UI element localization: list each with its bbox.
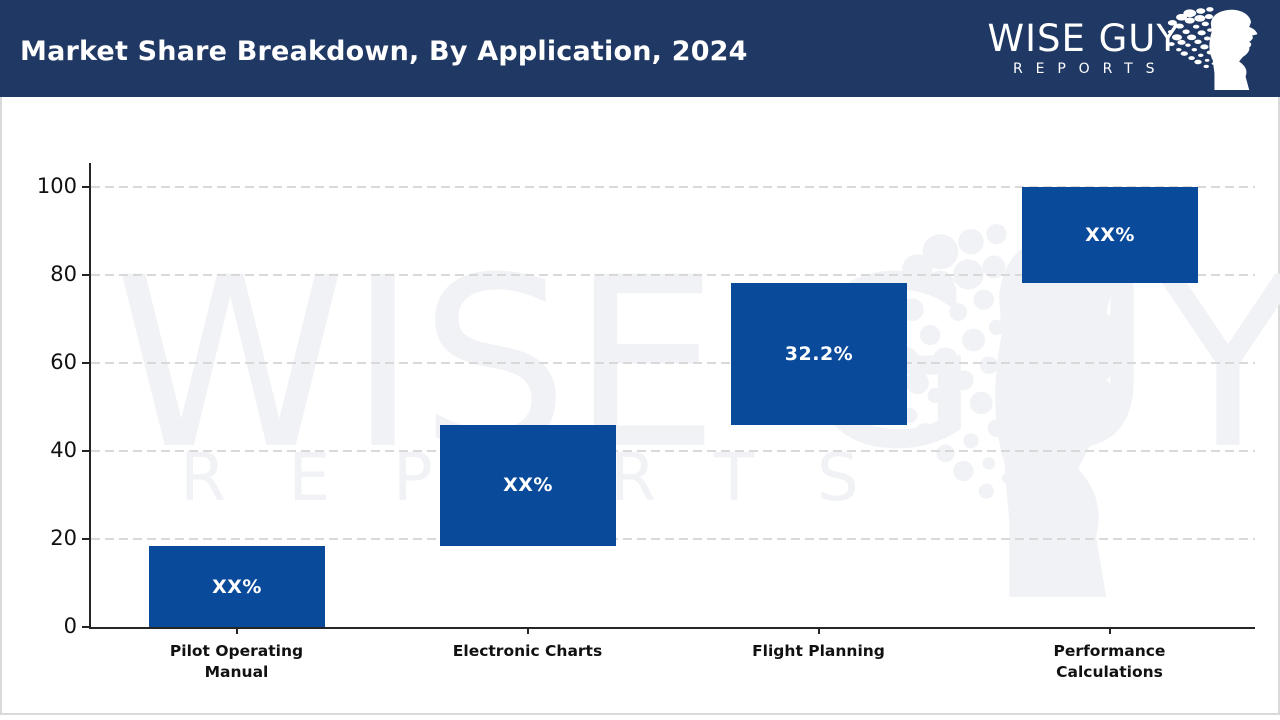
x-tick-label: Performance Calculations xyxy=(1053,642,1166,681)
y-tick-label: 40 xyxy=(50,438,77,462)
y-tick-label: 60 xyxy=(50,350,77,374)
brand-logo-text: WISE GUY REPORTS xyxy=(987,17,1180,77)
y-tick-label: 0 xyxy=(63,614,77,638)
bar: XX% xyxy=(149,546,325,627)
y-tick-mark xyxy=(82,186,89,188)
y-tick-label: 100 xyxy=(36,174,77,198)
x-tick-mark xyxy=(817,627,820,634)
header-bar: Market Share Breakdown, By Application, … xyxy=(0,0,1280,97)
y-tick-mark xyxy=(82,450,89,452)
bar: XX% xyxy=(440,424,616,546)
brand-subtitle: REPORTS xyxy=(1013,60,1168,77)
y-tick-mark xyxy=(82,362,89,364)
x-tick-label: Flight Planning xyxy=(752,642,885,660)
y-tick-label: 80 xyxy=(50,262,77,286)
gridline xyxy=(91,538,1255,540)
x-tick-mark xyxy=(1108,627,1111,634)
y-tick-mark xyxy=(82,626,89,628)
y-tick-mark xyxy=(82,538,89,540)
x-tick-mark xyxy=(526,627,529,634)
bar-value-label: XX% xyxy=(1085,223,1135,246)
gridline xyxy=(91,362,1255,364)
y-tick-label: 20 xyxy=(50,526,77,550)
x-tick-label: Electronic Charts xyxy=(452,642,603,660)
page-title: Market Share Breakdown, By Application, … xyxy=(20,36,748,67)
bar-value-label: XX% xyxy=(503,474,553,497)
y-axis xyxy=(89,163,91,629)
x-tick-label: Pilot Operating Manual xyxy=(169,642,304,681)
dotted-head-icon xyxy=(1167,7,1258,90)
gridline xyxy=(91,274,1255,276)
bar-value-label: XX% xyxy=(212,575,262,598)
brand-name: WISE GUY xyxy=(987,17,1180,61)
bar: XX% xyxy=(1022,187,1198,283)
gridline xyxy=(91,186,1255,188)
x-axis xyxy=(89,627,1255,629)
x-tick-mark xyxy=(235,627,238,634)
bar-value-label: 32.2% xyxy=(784,342,854,365)
plot-area: 0 20 40 60 80 100 XX% Pilot Operating Manual XX%… xyxy=(2,97,1278,713)
brand-logo: WISE GUY REPORTS xyxy=(988,6,1262,90)
y-tick-mark xyxy=(82,274,89,276)
gridline xyxy=(91,450,1255,452)
bar: 32.2% xyxy=(731,282,907,425)
